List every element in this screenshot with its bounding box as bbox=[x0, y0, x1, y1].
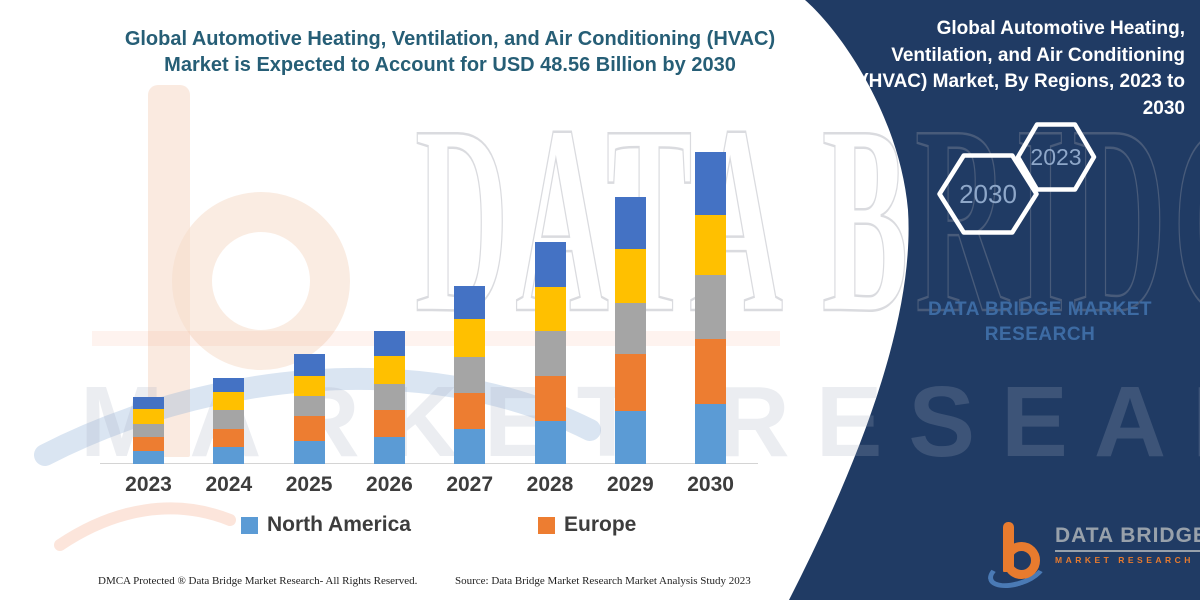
watermark-salmon-band bbox=[92, 331, 780, 346]
